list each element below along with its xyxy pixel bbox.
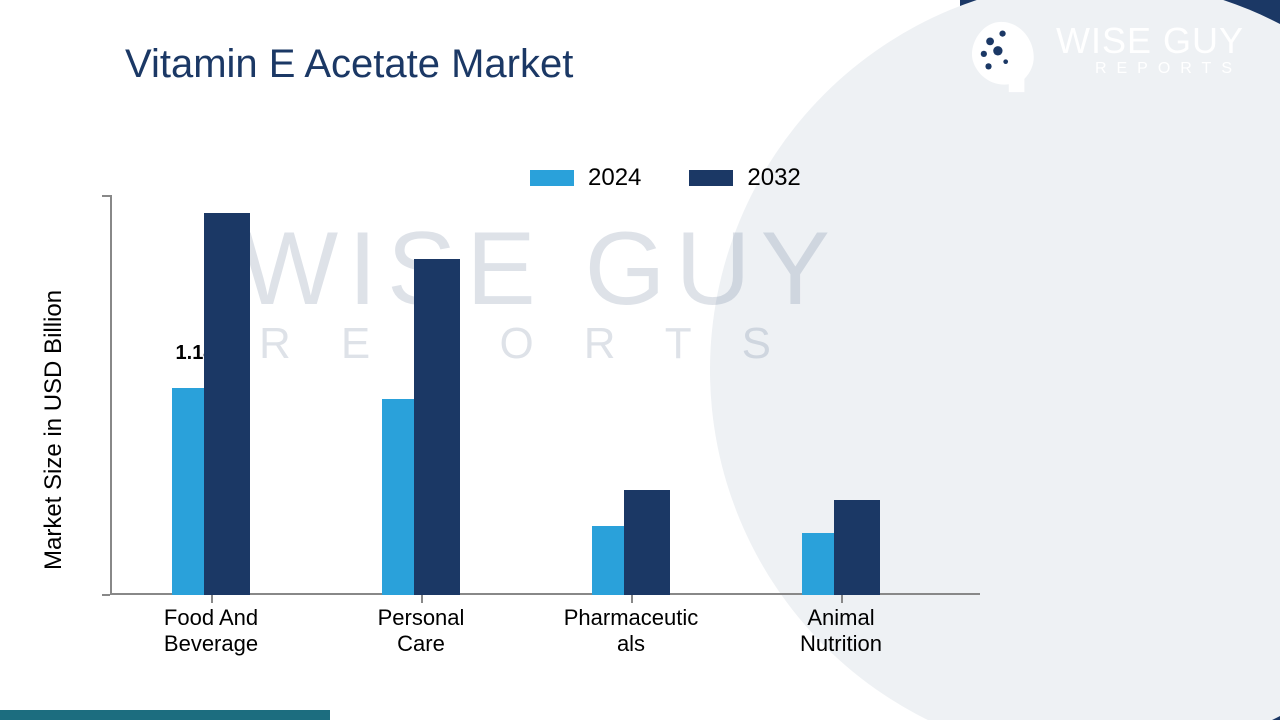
- category-label: Animal Nutrition: [771, 605, 911, 658]
- category-label: Personal Care: [351, 605, 491, 658]
- category-label: Pharmaceuticals: [561, 605, 701, 658]
- brand-line2: REPORTS: [1056, 60, 1244, 78]
- legend-label-2032: 2032: [747, 164, 800, 192]
- brand-block: WISE GUY REPORTS: [1056, 20, 1244, 78]
- y-axis: [110, 195, 112, 595]
- bar: [624, 490, 670, 595]
- bar: [834, 500, 880, 595]
- legend-swatch-2032: [689, 170, 733, 186]
- plot-area: 1.14Food And BeveragePersonal CarePharma…: [110, 195, 980, 595]
- chart-title: Vitamin E Acetate Market: [125, 42, 573, 87]
- legend-item-2032: 2032: [689, 164, 800, 192]
- legend-item-2024: 2024: [530, 164, 641, 192]
- bar: [204, 213, 250, 595]
- legend-label-2024: 2024: [588, 164, 641, 192]
- brand-line1: WISE GUY: [1056, 20, 1244, 62]
- y-axis-label: Market Size in USD Billion: [40, 290, 68, 570]
- legend-swatch-2024: [530, 170, 574, 186]
- brand-head-icon: [962, 18, 1040, 96]
- legend: 2024 2032: [530, 164, 801, 192]
- category-label: Food And Beverage: [141, 605, 281, 658]
- bar: [414, 259, 460, 595]
- bottom-accent-bar: [0, 710, 330, 720]
